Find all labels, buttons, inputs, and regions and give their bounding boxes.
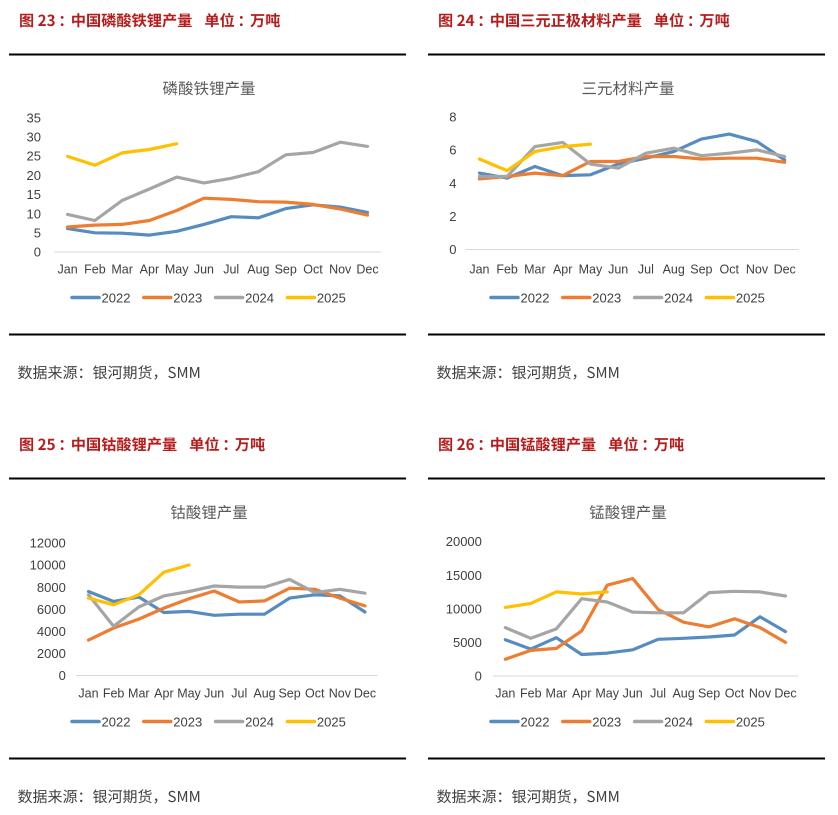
svg-text:Apr: Apr [140,262,159,276]
svg-text:0: 0 [449,242,456,257]
svg-text:Feb: Feb [84,262,106,276]
svg-text:Feb: Feb [520,686,542,700]
svg-text:Nov: Nov [329,686,352,700]
svg-text:6: 6 [449,143,456,158]
svg-text:2024: 2024 [664,290,693,305]
svg-text:2000: 2000 [37,646,66,661]
svg-text:15: 15 [27,187,41,202]
svg-text:8: 8 [449,109,456,124]
svg-text:May: May [177,686,201,700]
svg-text:Apr: Apr [553,262,572,276]
svg-text:May: May [579,262,603,276]
svg-text:Mar: Mar [111,262,133,276]
svg-text:35: 35 [27,110,41,125]
svg-text:10: 10 [27,206,41,221]
svg-text:2025: 2025 [736,290,765,305]
svg-text:Dec: Dec [774,262,796,276]
svg-text:Jul: Jul [223,262,239,276]
svg-text:2023: 2023 [173,290,202,305]
svg-text:Aug: Aug [672,686,694,700]
svg-text:Sep: Sep [698,686,720,700]
svg-text:May: May [165,262,189,276]
svg-text:Aug: Aug [247,262,269,276]
svg-text:Oct: Oct [719,262,739,276]
svg-text:30: 30 [27,130,41,145]
svg-text:0: 0 [34,245,41,260]
svg-text:2023: 2023 [592,714,621,729]
svg-text:5000: 5000 [453,635,482,650]
svg-text:Jan: Jan [495,686,515,700]
svg-text:Mar: Mar [128,686,150,700]
svg-text:2022: 2022 [521,290,550,305]
svg-text:Sep: Sep [690,262,712,276]
svg-text:10000: 10000 [30,558,66,573]
svg-text:2022: 2022 [102,714,131,729]
svg-text:Jun: Jun [623,686,643,700]
svg-text:Jun: Jun [204,686,224,700]
svg-text:Nov: Nov [746,262,769,276]
svg-text:Jul: Jul [638,262,654,276]
svg-text:Jul: Jul [231,686,247,700]
svg-text:Jun: Jun [608,262,628,276]
svg-text:15000: 15000 [446,568,482,583]
svg-text:2023: 2023 [173,714,202,729]
svg-text:20: 20 [27,168,41,183]
svg-text:5: 5 [34,226,41,241]
svg-text:2022: 2022 [102,290,131,305]
svg-text:Sep: Sep [278,686,300,700]
svg-text:2023: 2023 [592,290,621,305]
svg-text:25: 25 [27,149,41,164]
svg-text:Jan: Jan [469,262,489,276]
svg-text:May: May [595,686,619,700]
svg-text:2024: 2024 [245,290,274,305]
svg-text:2022: 2022 [521,714,550,729]
svg-text:Nov: Nov [749,686,772,700]
svg-text:4000: 4000 [37,624,66,639]
svg-text:12000: 12000 [30,536,66,551]
svg-text:2025: 2025 [317,714,346,729]
svg-text:Aug: Aug [663,262,685,276]
svg-text:Mar: Mar [524,262,546,276]
svg-text:2: 2 [449,209,456,224]
svg-text:2024: 2024 [245,714,274,729]
svg-text:0: 0 [475,669,482,684]
svg-text:Nov: Nov [329,262,352,276]
svg-text:Aug: Aug [253,686,275,700]
svg-text:Sep: Sep [275,262,297,276]
svg-text:8000: 8000 [37,580,66,595]
svg-text:Apr: Apr [572,686,591,700]
svg-text:Oct: Oct [725,686,745,700]
svg-text:Feb: Feb [103,686,125,700]
svg-text:6000: 6000 [37,602,66,617]
svg-text:2024: 2024 [664,714,693,729]
svg-text:Jun: Jun [194,262,214,276]
svg-text:Oct: Oct [303,262,323,276]
svg-text:Feb: Feb [496,262,518,276]
svg-text:Dec: Dec [774,686,796,700]
svg-text:Apr: Apr [154,686,173,700]
svg-text:2025: 2025 [736,714,765,729]
svg-text:4: 4 [449,176,456,191]
svg-text:Dec: Dec [356,262,378,276]
svg-text:Oct: Oct [305,686,325,700]
svg-text:20000: 20000 [446,534,482,549]
svg-text:Mar: Mar [546,686,568,700]
svg-text:2025: 2025 [317,290,346,305]
svg-text:Jan: Jan [58,262,78,276]
svg-text:0: 0 [59,668,66,683]
svg-text:Dec: Dec [354,686,376,700]
svg-text:Jan: Jan [78,686,98,700]
svg-text:10000: 10000 [446,601,482,616]
svg-text:Jul: Jul [650,686,666,700]
